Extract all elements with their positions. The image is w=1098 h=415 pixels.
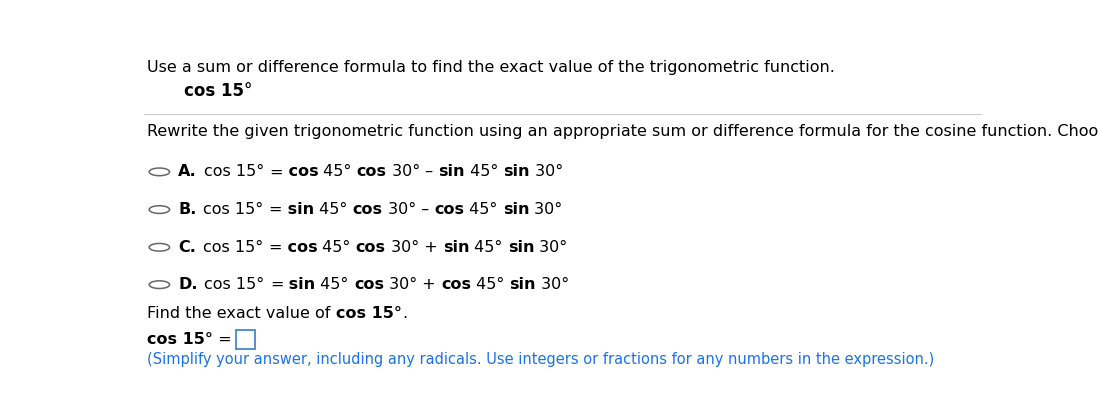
Text: sin: sin xyxy=(509,277,536,292)
Text: cos 15°: cos 15° xyxy=(203,164,269,179)
Text: Use a sum or difference formula to find the exact value of the trigonometric fun: Use a sum or difference formula to find … xyxy=(147,60,836,75)
Text: cos: cos xyxy=(441,277,471,292)
Text: sin: sin xyxy=(282,202,314,217)
Text: cos: cos xyxy=(357,164,386,179)
Text: cos: cos xyxy=(282,164,318,179)
Text: 45°: 45° xyxy=(318,164,357,179)
Text: +: + xyxy=(419,240,442,255)
Text: cos 15°: cos 15° xyxy=(203,240,268,255)
Text: 30°: 30° xyxy=(385,240,419,255)
Text: cos: cos xyxy=(354,277,384,292)
Text: =: = xyxy=(269,164,282,179)
Text: 30°: 30° xyxy=(384,277,417,292)
Text: =: = xyxy=(269,202,282,217)
Text: cos 15°: cos 15° xyxy=(184,82,253,100)
Text: B.: B. xyxy=(178,202,197,217)
Text: =: = xyxy=(270,277,283,292)
Text: 30°: 30° xyxy=(535,240,568,255)
Text: A.: A. xyxy=(178,164,197,179)
Text: 45°: 45° xyxy=(315,277,354,292)
Text: –: – xyxy=(416,202,435,217)
Text: 30°: 30° xyxy=(529,164,563,179)
Text: cos 15°: cos 15° xyxy=(203,202,269,217)
Text: 45°: 45° xyxy=(314,202,352,217)
Text: cos 15°: cos 15° xyxy=(147,332,213,347)
Text: sin: sin xyxy=(438,164,464,179)
Text: 30°: 30° xyxy=(536,277,569,292)
Text: cos 15°: cos 15° xyxy=(204,277,270,292)
Text: cos: cos xyxy=(352,202,383,217)
Text: (Simplify your answer, including any radicals. Use integers or fractions for any: (Simplify your answer, including any rad… xyxy=(147,352,934,367)
Text: sin: sin xyxy=(503,164,529,179)
Text: Find the exact value of: Find the exact value of xyxy=(147,306,336,321)
Text: C.: C. xyxy=(178,240,195,255)
Text: cos: cos xyxy=(282,240,317,255)
Text: =: = xyxy=(213,332,232,347)
Text: sin: sin xyxy=(283,277,315,292)
Text: 45°: 45° xyxy=(469,240,507,255)
Text: 30°: 30° xyxy=(529,202,562,217)
Text: Rewrite the given trigonometric function using an appropriate sum or difference : Rewrite the given trigonometric function… xyxy=(147,124,1098,139)
Text: =: = xyxy=(268,240,282,255)
Text: 45°: 45° xyxy=(471,277,509,292)
Text: sin: sin xyxy=(442,240,469,255)
Text: .: . xyxy=(402,306,407,321)
Text: –: – xyxy=(419,164,438,179)
Text: 30°: 30° xyxy=(386,164,419,179)
Text: cos: cos xyxy=(435,202,464,217)
Text: 45°: 45° xyxy=(317,240,356,255)
FancyBboxPatch shape xyxy=(236,330,255,349)
Text: +: + xyxy=(417,277,441,292)
Text: 30°: 30° xyxy=(383,202,416,217)
Text: sin: sin xyxy=(507,240,535,255)
Text: sin: sin xyxy=(503,202,529,217)
Text: cos 15°: cos 15° xyxy=(336,306,402,321)
Text: cos: cos xyxy=(356,240,385,255)
Text: 45°: 45° xyxy=(464,164,503,179)
Text: D.: D. xyxy=(178,277,198,292)
Text: 45°: 45° xyxy=(464,202,503,217)
